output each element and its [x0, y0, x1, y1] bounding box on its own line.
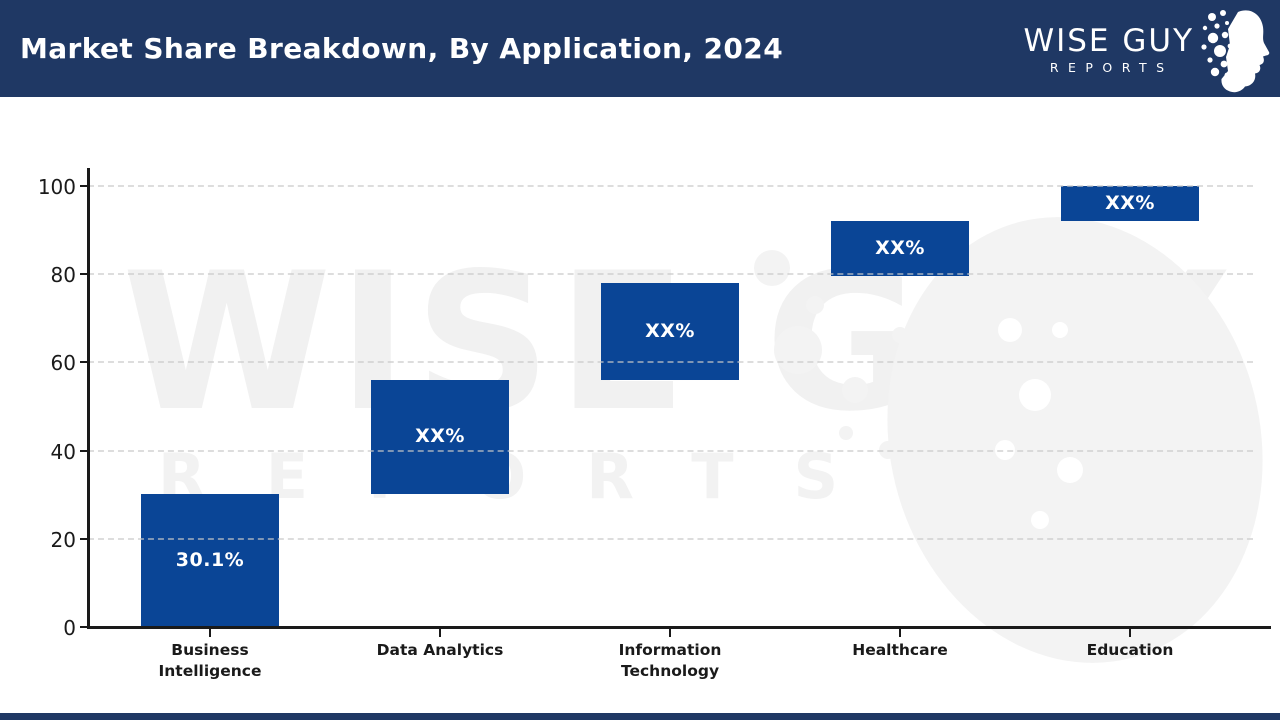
x-tick-data-analytics	[439, 628, 441, 637]
gridline-60	[88, 361, 1253, 364]
bar-education	[1061, 186, 1199, 222]
x-axis-label-information-technology: Information Technology	[560, 640, 780, 682]
y-tick-label-100: 100	[37, 175, 76, 199]
x-axis-label-line: Technology	[620, 661, 720, 680]
bar-value-label-data-analytics: XX%	[415, 425, 465, 448]
gridline-20	[88, 537, 1253, 540]
bar-value-label-business-intelligence: 30.1%	[175, 548, 245, 571]
x-tick-information-technology	[669, 628, 671, 637]
x-axis-label-line: Data Analytics	[376, 641, 504, 659]
gridline-80	[88, 273, 1253, 276]
x-axis-label-line: Healthcare	[852, 641, 948, 659]
gridline-40	[88, 449, 1253, 452]
logo-head-icon	[1201, 10, 1270, 93]
logo-text: WISE GUY REPORTS	[1023, 23, 1194, 75]
header: Market Share Breakdown, By Application, …	[0, 0, 1280, 97]
x-tick-healthcare	[899, 628, 901, 637]
bar-business-intelligence	[141, 494, 279, 627]
y-tick-label-20: 20	[50, 527, 76, 552]
x-tick-business-intelligence	[209, 628, 211, 637]
page-title: Market Share Breakdown, By Application, …	[20, 32, 784, 65]
y-tick-0	[80, 626, 88, 628]
bar-data-analytics	[371, 380, 509, 495]
y-tick-80	[80, 273, 88, 276]
x-axis-label-line: Intelligence	[158, 661, 262, 680]
x-axis-label-line: Education	[1086, 641, 1174, 659]
x-axis-label-healthcare: Healthcare	[790, 640, 1010, 661]
y-tick-20	[80, 537, 88, 540]
footer-bar	[0, 713, 1280, 720]
gridline-100	[88, 185, 1253, 187]
y-tick-label-80: 80	[50, 263, 76, 288]
x-axis-label-data-analytics: Data Analytics	[330, 640, 550, 661]
brand-logo: WISE GUY REPORTS	[1023, 5, 1270, 93]
x-axis-line	[87, 625, 1271, 629]
y-tick-100	[80, 185, 88, 187]
bar-value-label-healthcare: XX%	[875, 236, 925, 259]
x-tick-education	[1129, 628, 1131, 637]
y-tick-label-0: 0	[63, 616, 76, 640]
x-axis-label-education: Education	[1020, 640, 1240, 661]
x-axis-label-business-intelligence: Business Intelligence	[100, 640, 320, 682]
bar-value-label-education: XX%	[1105, 191, 1155, 214]
x-axis-label-line: Information	[618, 641, 722, 659]
y-tick-40	[80, 449, 88, 452]
x-axis-label-line: Business	[171, 641, 249, 659]
y-tick-label-60: 60	[50, 351, 76, 376]
bar-information-technology	[601, 283, 739, 381]
y-axis-line	[87, 168, 90, 628]
y-tick-label-40: 40	[50, 439, 76, 464]
y-tick-60	[80, 361, 88, 364]
logo-wordmark: WISE GUY	[1023, 23, 1194, 59]
bar-healthcare	[831, 221, 969, 277]
bar-value-label-information-technology: XX%	[645, 319, 695, 342]
logo-subtitle: REPORTS	[1049, 60, 1174, 75]
